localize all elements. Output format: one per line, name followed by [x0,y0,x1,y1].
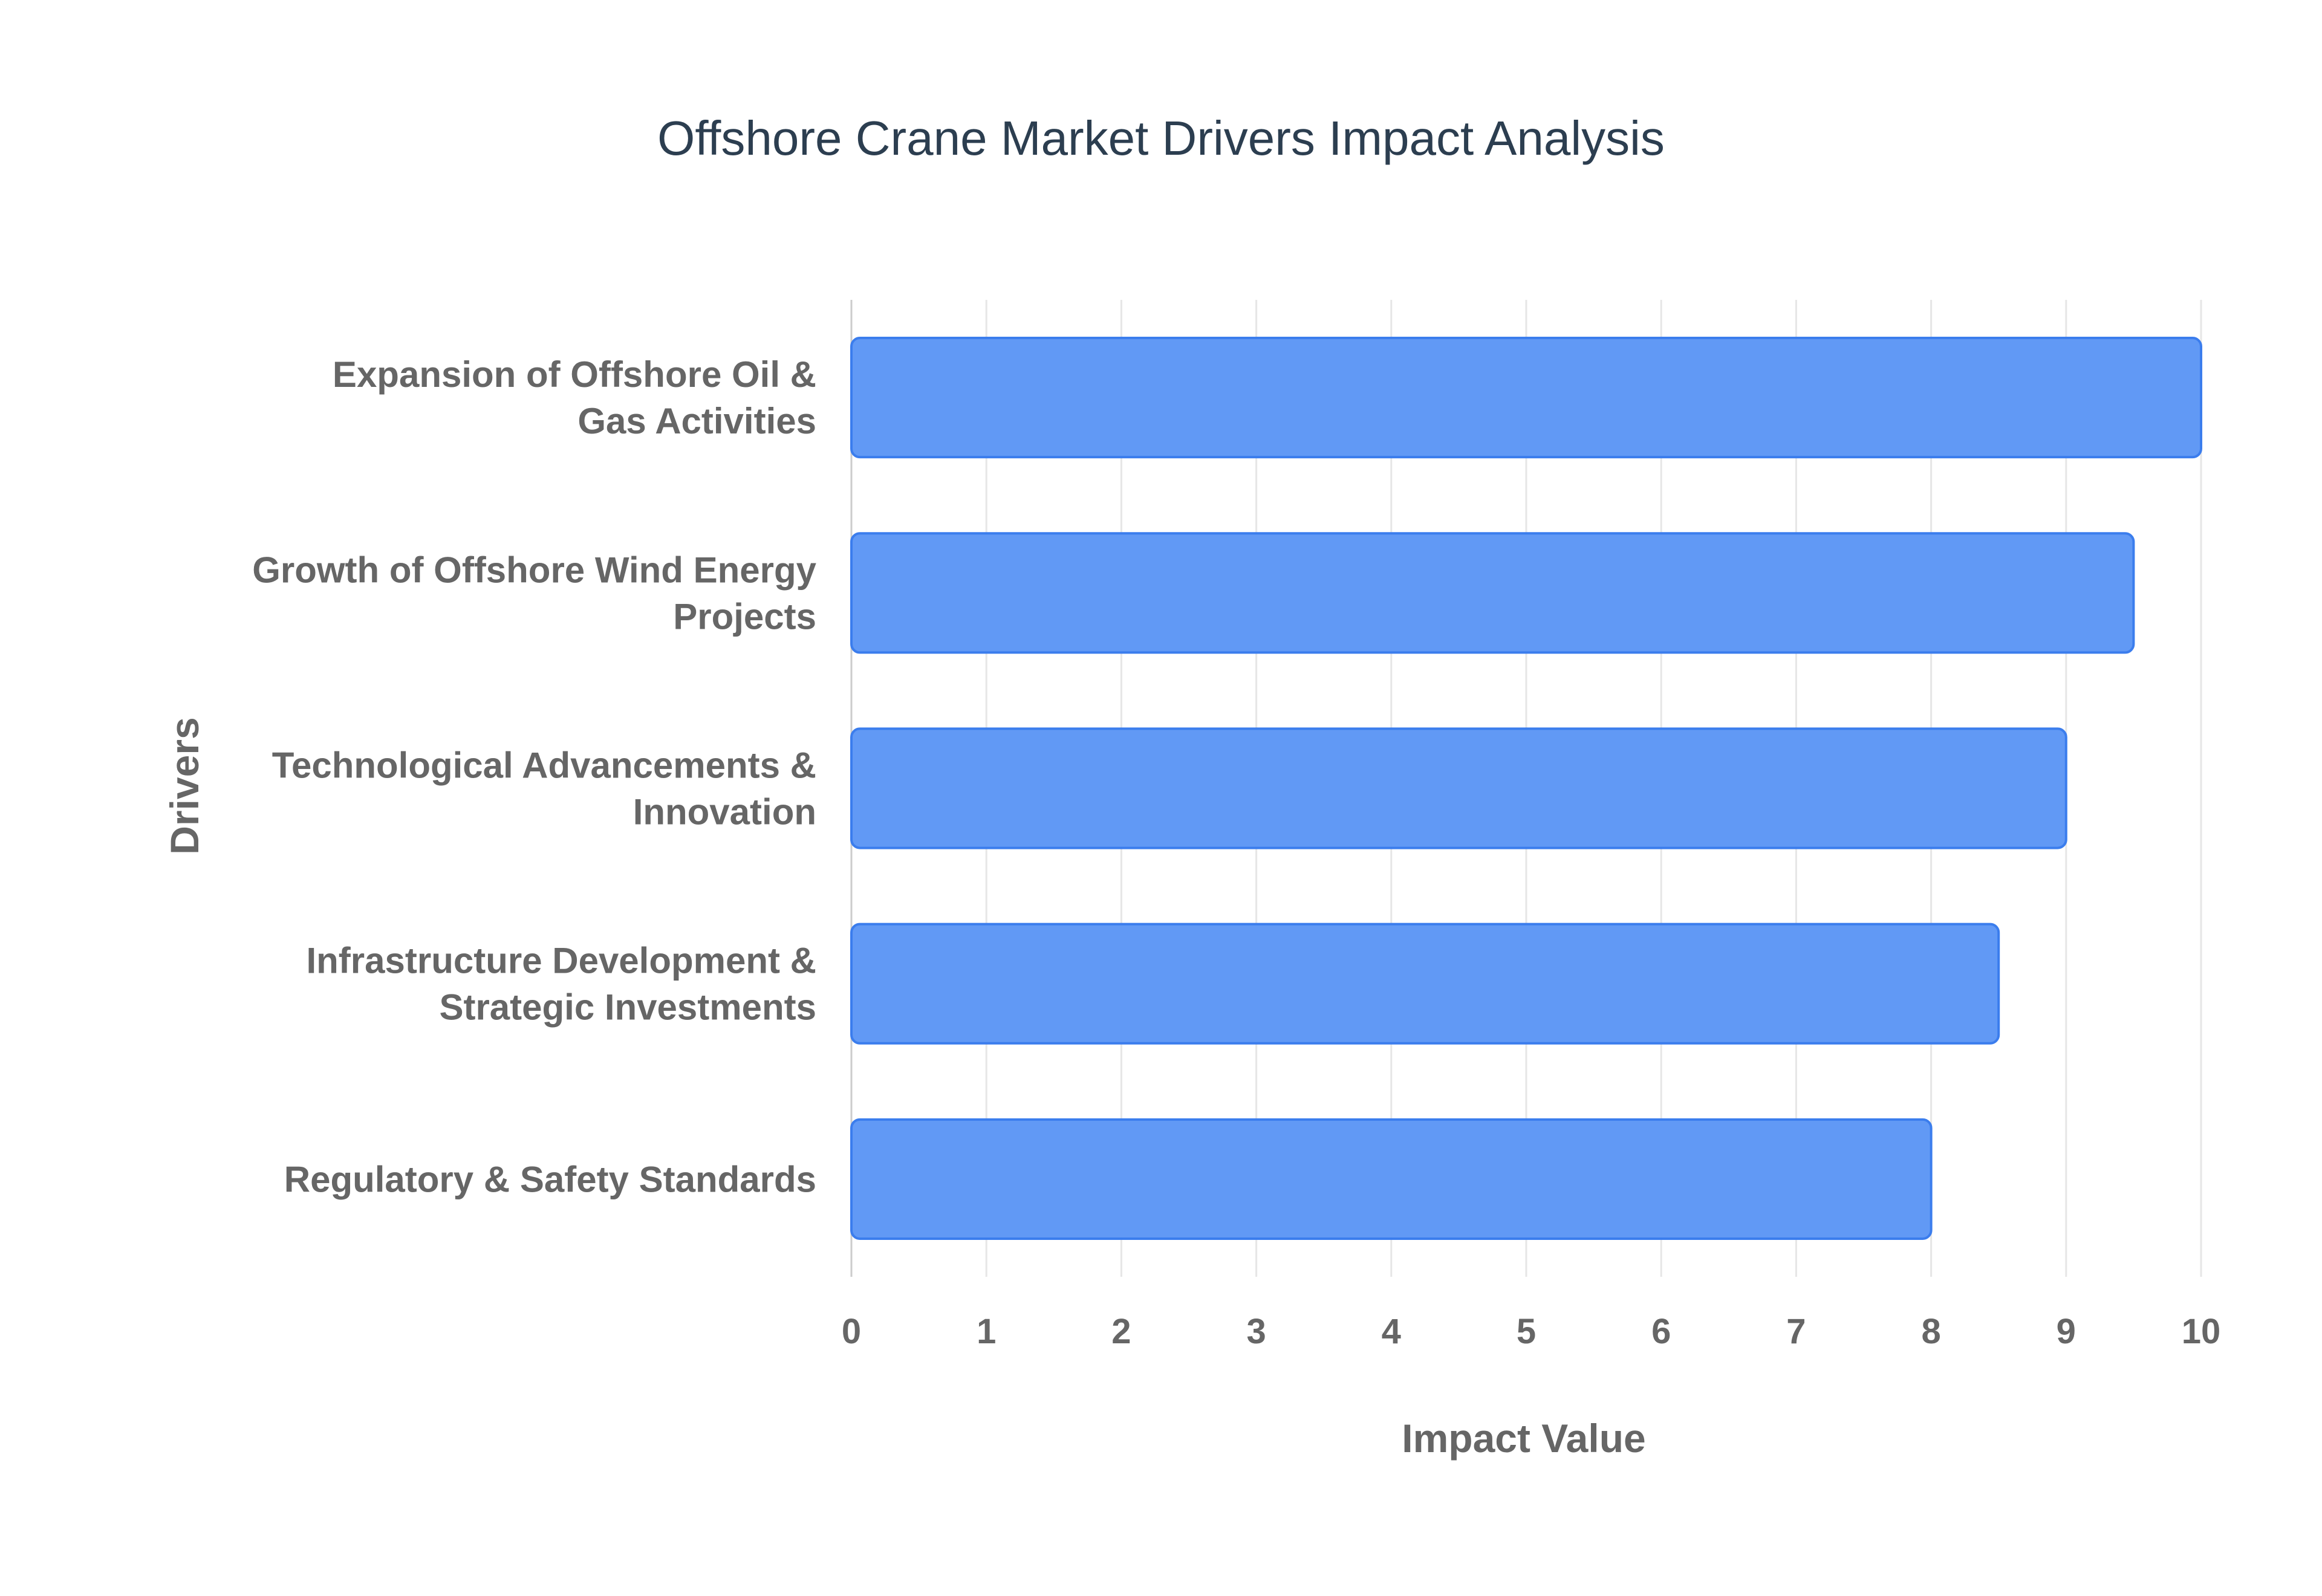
x-tick-label: 7 [1786,1312,1806,1351]
bar [850,727,2067,849]
category-label: Infrastructure Development & [306,941,816,981]
category-label: Strategic Investments [439,987,816,1028]
x-tick-label: 10 [2182,1312,2221,1351]
x-tick-label: 9 [2057,1312,2076,1351]
category-label: Innovation [633,792,816,832]
x-tick-label: 0 [842,1312,861,1351]
category-label: Regulatory & Safety Standards [284,1159,816,1199]
y-axis-title: Drivers [162,717,207,855]
x-tick-label: 2 [1111,1312,1131,1351]
bars [850,337,2202,1240]
category-label: Projects [673,596,816,637]
x-tick-label: 8 [1921,1312,1940,1351]
x-tick-label: 3 [1246,1312,1266,1351]
bar [850,923,2000,1045]
x-tick-label: 6 [1651,1312,1671,1351]
chart-title: Offshore Crane Market Drivers Impact Ana… [657,111,1665,165]
x-tick-label: 1 [977,1312,996,1351]
x-tick-label: 5 [1517,1312,1536,1351]
category-label: Expansion of Offshore Oil & [333,354,816,395]
bar [850,337,2202,459]
x-tick-label: 4 [1382,1312,1401,1351]
category-label: Technological Advancements & [272,745,816,786]
bar [850,1118,1933,1240]
x-axis-title: Impact Value [1402,1416,1646,1461]
bar [850,532,2135,654]
x-tick-labels: 0 1 2 3 4 5 6 7 8 9 10 [842,1312,2220,1351]
category-label: Gas Activities [577,401,816,441]
category-labels: Expansion of Offshore Oil & Gas Activitie… [252,354,816,1199]
category-label: Growth of Offshore Wind Energy [252,550,816,590]
